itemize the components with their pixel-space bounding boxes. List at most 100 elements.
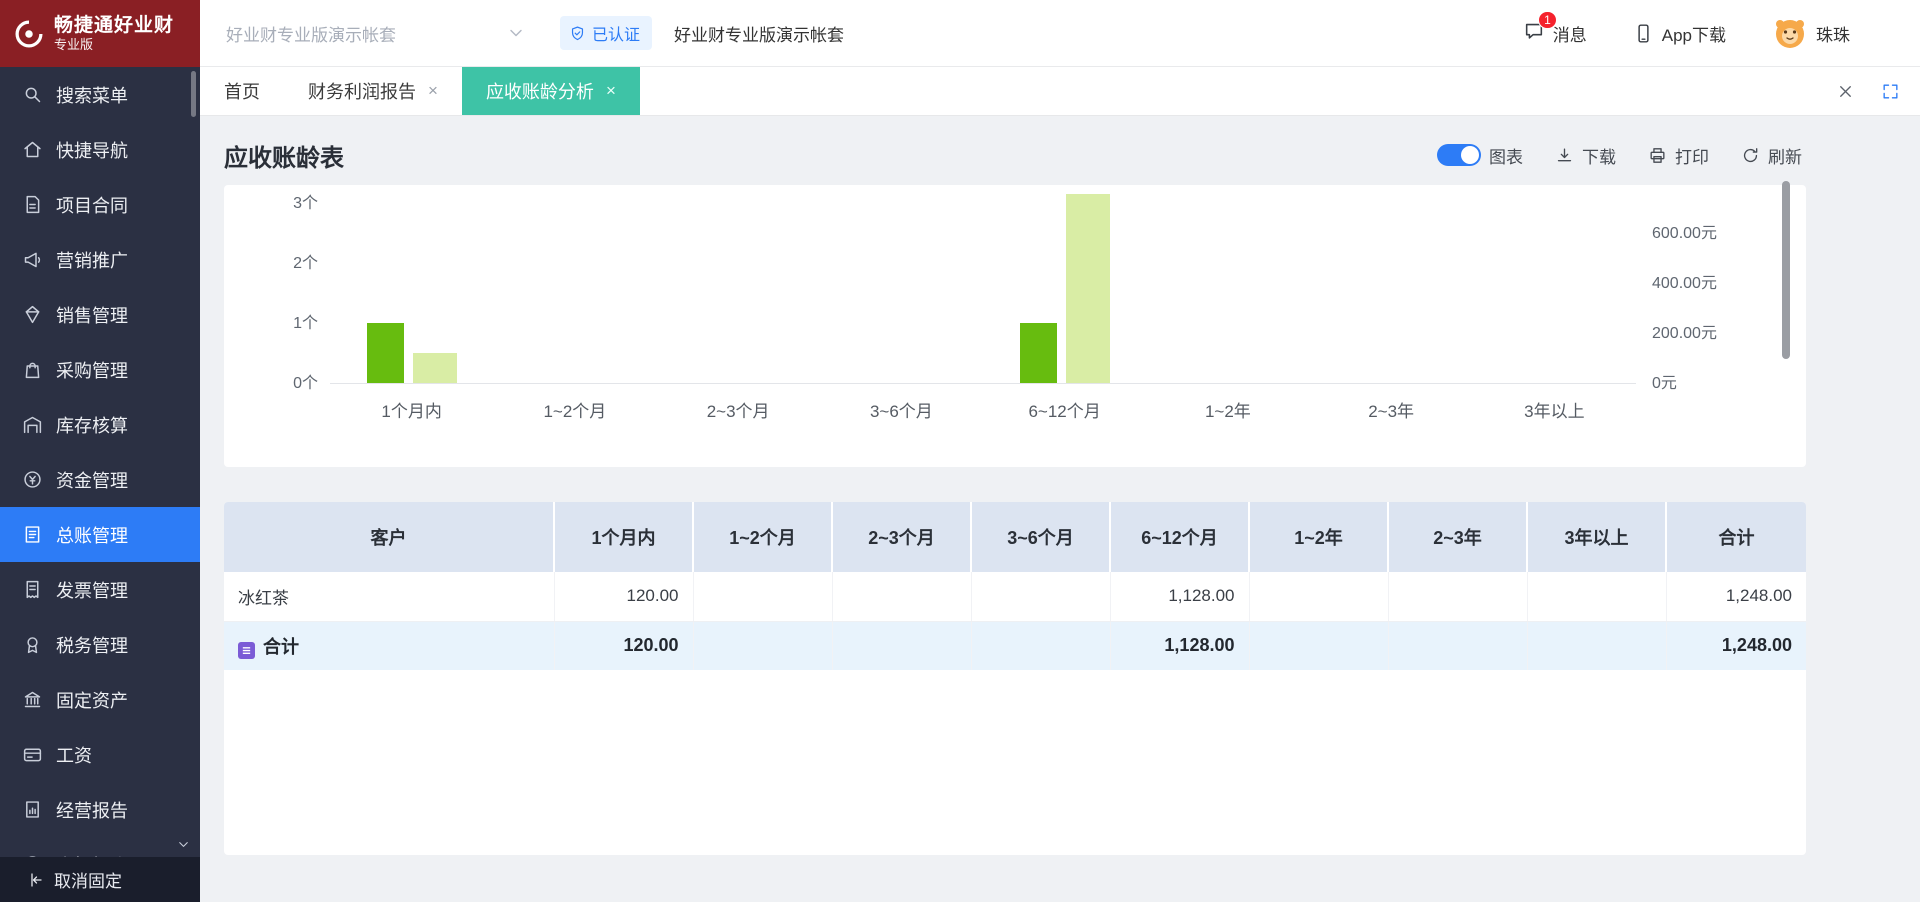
user-menu[interactable]: 珠珠 [1772,15,1850,51]
sidebar-scrollbar[interactable] [191,71,196,117]
contract-icon [22,194,43,215]
account-set-selector[interactable]: 好业财专业版演示帐套 [226,21,526,46]
sidebar: 搜索菜单快捷导航项目合同营销推广销售管理采购管理 库存核算资金管理总账管理 发票管理… [0,67,200,902]
value-cell: 120.00 [554,572,694,622]
account-set-selector-value: 好业财专业版演示帐套 [226,25,396,45]
chart-right-axis: 0元 200.00元 400.00元 600.00元 [1636,194,1786,392]
purchase-icon [22,359,43,380]
table-column-header: 2~3个月 [832,502,972,572]
tab-close-icon[interactable]: × [428,81,438,100]
value-cell: 1,128.00 [1110,572,1250,622]
sidebar-unpin-label: 取消固定 [54,872,122,891]
sidebar-item[interactable]: 经营报告 [0,782,200,837]
account-set-name: 好业财专业版演示帐套 [674,25,845,45]
sidebar-item[interactable]: 发票管理 [0,562,200,617]
page-header-row: 应收账龄表 图表 下载 打印 刷新 [224,138,1806,172]
refresh-label: 刷新 [1768,147,1802,167]
tax-icon [22,634,43,655]
sidebar-item-label: 工资 [56,745,92,766]
chart-category-label: 1~2个月 [543,402,607,421]
left-axis-tick: 1个 [293,315,318,332]
total-value-cell [832,621,972,670]
aging-bar-chart: 0个 1个 2个 3个 0元 200.00元 400.00元 600.00元 1个月内 1~2… [224,185,1806,467]
printer-icon [1648,146,1667,165]
right-axis-tick: 0元 [1652,375,1677,392]
count-bar [1019,323,1057,383]
download-button[interactable]: 下载 [1555,143,1616,168]
tab[interactable]: 首页 [200,67,284,115]
sidebar-menu: 搜索菜单快捷导航项目合同营销推广销售管理采购管理 库存核算资金管理总账管理 发票管理… [0,67,200,857]
tab[interactable]: 财务利润报告 × [284,67,462,115]
total-value-cell [693,621,833,670]
sidebar-item-label: 资金管理 [56,470,128,491]
sidebar-item[interactable]: 项目合同 [0,177,200,232]
sidebar-item-label: 项目合同 [56,195,128,216]
tab-close-icon[interactable]: × [605,81,616,100]
toggle-switch[interactable] [1437,144,1481,166]
total-value-cell: 1,128.00 [1110,621,1250,670]
tab-list: 首页 财务利润报告 × 应收账龄分析 × [200,67,640,115]
tab-bar-actions [1816,67,1920,115]
tab-active[interactable]: 应收账龄分析 × [461,67,640,115]
inventory-icon [22,414,43,435]
refresh-button[interactable]: 刷新 [1741,143,1802,168]
sidebar-item[interactable]: 库存核算 [0,397,200,452]
sidebar-unpin-button[interactable]: 取消固定 [0,857,200,902]
sidebar-item[interactable]: 营销推广 [0,232,200,287]
sidebar-item-label: 快捷导航 [56,140,128,161]
sidebar-item-label: 小好报账 [56,852,128,858]
value-cell: 1,248.00 [1666,572,1806,622]
home-icon [22,139,43,160]
sidebar-item[interactable]: 小好报账 [0,837,200,857]
chart-view-toggle[interactable]: 图表 [1437,143,1523,168]
messages-button[interactable]: 1 消息 [1523,10,1587,47]
sidebar-item[interactable]: 固定资产 [0,672,200,727]
sidebar-item[interactable]: 总账管理 [0,507,200,562]
value-cell [971,572,1111,622]
search-icon [22,84,43,105]
sidebar-item-label: 营销推广 [56,250,128,271]
sidebar-item[interactable]: 搜索菜单 [0,67,200,122]
chart-toggle-label: 图表 [1489,147,1523,167]
print-label: 打印 [1675,147,1709,167]
print-button[interactable]: 打印 [1648,143,1709,168]
sidebar-more-chevron-icon[interactable] [176,837,191,852]
sidebar-item[interactable]: 工资 [0,727,200,782]
messages-count-badge: 1 [1538,10,1557,29]
chart-category-slot [1146,194,1309,383]
app-download-button[interactable]: App下载 [1633,21,1726,46]
app-logo[interactable]: 畅捷通好业财 专业版 [0,0,200,67]
sidebar-item[interactable]: 税务管理 [0,617,200,672]
avatar [1772,15,1808,51]
chart-plot [330,194,1636,384]
left-axis-tick: 3个 [293,195,318,212]
sales-icon [22,304,43,325]
sidebar-item[interactable]: 采购管理 [0,342,200,397]
chart-category-slot [330,194,493,383]
total-value-cell [1527,621,1667,670]
content-scrollbar-thumb[interactable] [1782,181,1790,359]
table-total-row: 合计 120.00 1,128.00 1,248.00 [224,621,1806,670]
chevron-down-icon [506,23,526,43]
sidebar-item[interactable]: 资金管理 [0,452,200,507]
chart-category-label: 1个月内 [381,402,442,421]
total-value-cell [1249,621,1389,670]
fullscreen-icon[interactable] [1881,82,1900,101]
right-axis-tick: 400.00元 [1652,275,1717,292]
refresh-icon [1741,146,1760,165]
close-icon[interactable] [1836,82,1855,101]
sidebar-item[interactable]: 销售管理 [0,287,200,342]
brand-swirl-icon [14,19,44,49]
sidebar-item-label: 销售管理 [56,305,128,326]
sidebar-item[interactable]: 快捷导航 [0,122,200,177]
invoice-icon [22,579,43,600]
chart-category-label: 6~12个月 [1028,402,1101,421]
page-title: 应收账龄表 [224,144,344,172]
value-cell [1388,572,1528,622]
chart-category-label: 3~6个月 [869,402,933,421]
assets-icon [22,689,43,710]
chart-categories: 1个月内 1~2个月 2~3个月 3~6个月 6~12个月 1~2年 2~3年 3年以上 [330,384,1636,424]
amount-bar [1065,194,1110,383]
table-column-header: 合计 [1666,502,1806,572]
customer-cell: 冰红茶 [224,572,555,622]
